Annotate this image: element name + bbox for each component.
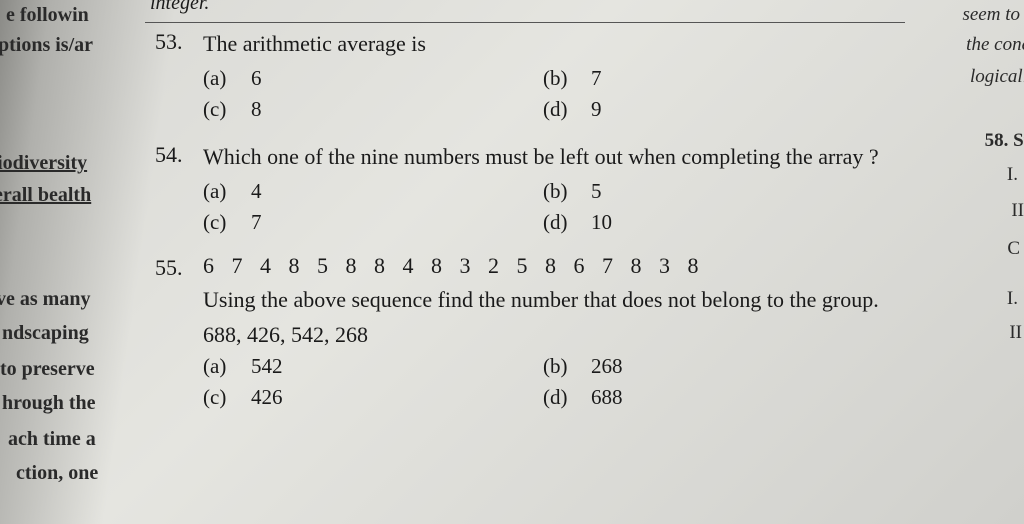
opt-value: 426: [251, 385, 283, 410]
fragment-following: e followin: [6, 4, 89, 27]
fragment-veasmany: ve as many: [0, 288, 90, 311]
q54-options: (a) 4 (b) 5 (c) 7 (d) 10: [203, 179, 895, 235]
main-questions: 53. The arithmetic average is (a) 6 (b) 7 …: [155, 5, 895, 428]
opt-value: 6: [251, 66, 262, 91]
opt-letter: (a): [203, 66, 239, 91]
q55-number: 55.: [155, 253, 203, 420]
opt-letter: (c): [203, 385, 239, 410]
fragment-I2: I.: [1007, 288, 1018, 310]
q53-number: 53.: [155, 27, 203, 132]
opt-letter: (c): [203, 97, 239, 122]
fragment-I: I.: [1007, 164, 1018, 186]
q55-opt-d: (d) 688: [543, 385, 883, 410]
opt-letter: (b): [543, 179, 579, 204]
fragment-C: C: [1007, 238, 1020, 260]
q54-opt-c: (c) 7: [203, 210, 543, 235]
opt-letter: (b): [543, 66, 579, 91]
q55-options: (a) 542 (b) 268 (c) 426 (d) 688: [203, 354, 895, 410]
opt-letter: (d): [543, 210, 579, 235]
q55-body: 6 7 4 8 5 8 8 4 8 3 2 5 8 6 7 8 3 8 Usin…: [203, 253, 895, 420]
fragment-options: ptions is/ar: [0, 34, 93, 57]
opt-letter: (a): [203, 354, 239, 379]
fragment-ction: ction, one: [16, 462, 98, 485]
opt-letter: (c): [203, 210, 239, 235]
fragment-logicall: logicall: [970, 66, 1024, 88]
q55-opt-c: (c) 426: [203, 385, 543, 410]
question-53: 53. The arithmetic average is (a) 6 (b) 7 …: [155, 27, 895, 132]
q55-opt-b: (b) 268: [543, 354, 883, 379]
opt-value: 9: [591, 97, 602, 122]
q54-opt-b: (b) 5: [543, 179, 883, 204]
q53-opt-a: (a) 6: [203, 66, 543, 91]
fragment-thecon: the cone: [966, 34, 1024, 56]
q54-opt-d: (d) 10: [543, 210, 883, 235]
q53-opt-b: (b) 7: [543, 66, 883, 91]
q54-opt-a: (a) 4: [203, 179, 543, 204]
opt-value: 688: [591, 385, 623, 410]
opt-letter: (a): [203, 179, 239, 204]
q53-opt-c: (c) 8: [203, 97, 543, 122]
fragment-ndscaping: ndscaping: [2, 322, 89, 345]
fragment-II: II: [1011, 200, 1024, 222]
opt-letter: (b): [543, 354, 579, 379]
opt-letter: (d): [543, 385, 579, 410]
fragment-seemto: seem to: [962, 4, 1020, 26]
question-54: 54. Which one of the nine numbers must b…: [155, 140, 895, 245]
opt-value: 542: [251, 354, 283, 379]
fragment-q58: 58. St: [985, 130, 1024, 152]
opt-value: 10: [591, 210, 612, 235]
opt-value: 8: [251, 97, 262, 122]
opt-value: 268: [591, 354, 623, 379]
q53-opt-d: (d) 9: [543, 97, 883, 122]
opt-value: 4: [251, 179, 262, 204]
q55-numbers: 688, 426, 542, 268: [203, 322, 895, 348]
q55-opt-a: (a) 542: [203, 354, 543, 379]
q54-body: Which one of the nine numbers must be le…: [203, 140, 895, 245]
q53-options: (a) 6 (b) 7 (c) 8 (d) 9: [203, 66, 895, 122]
fragment-achtime: ach time a: [8, 428, 96, 451]
q55-sequence: 6 7 4 8 5 8 8 4 8 3 2 5 8 6 7 8 3 8: [203, 253, 895, 279]
opt-letter: (d): [543, 97, 579, 122]
opt-value: 7: [251, 210, 262, 235]
fragment-erall: erall bealth: [0, 184, 91, 207]
q55-text: Using the above sequence find the number…: [203, 283, 895, 316]
fragment-II2: II: [1009, 322, 1022, 344]
opt-value: 7: [591, 66, 602, 91]
q54-number: 54.: [155, 140, 203, 245]
q54-text: Which one of the nine numbers must be le…: [203, 140, 895, 173]
fragment-biodiversity: biodiversity: [0, 152, 87, 175]
q53-text: The arithmetic average is: [203, 27, 895, 60]
question-55: 55. 6 7 4 8 5 8 8 4 8 3 2 5 8 6 7 8 3 8 …: [155, 253, 895, 420]
fragment-through: hrough the: [2, 392, 96, 415]
opt-value: 5: [591, 179, 602, 204]
q53-body: The arithmetic average is (a) 6 (b) 7 (c) 8…: [203, 27, 895, 132]
fragment-preserve: to preserve: [0, 358, 95, 381]
